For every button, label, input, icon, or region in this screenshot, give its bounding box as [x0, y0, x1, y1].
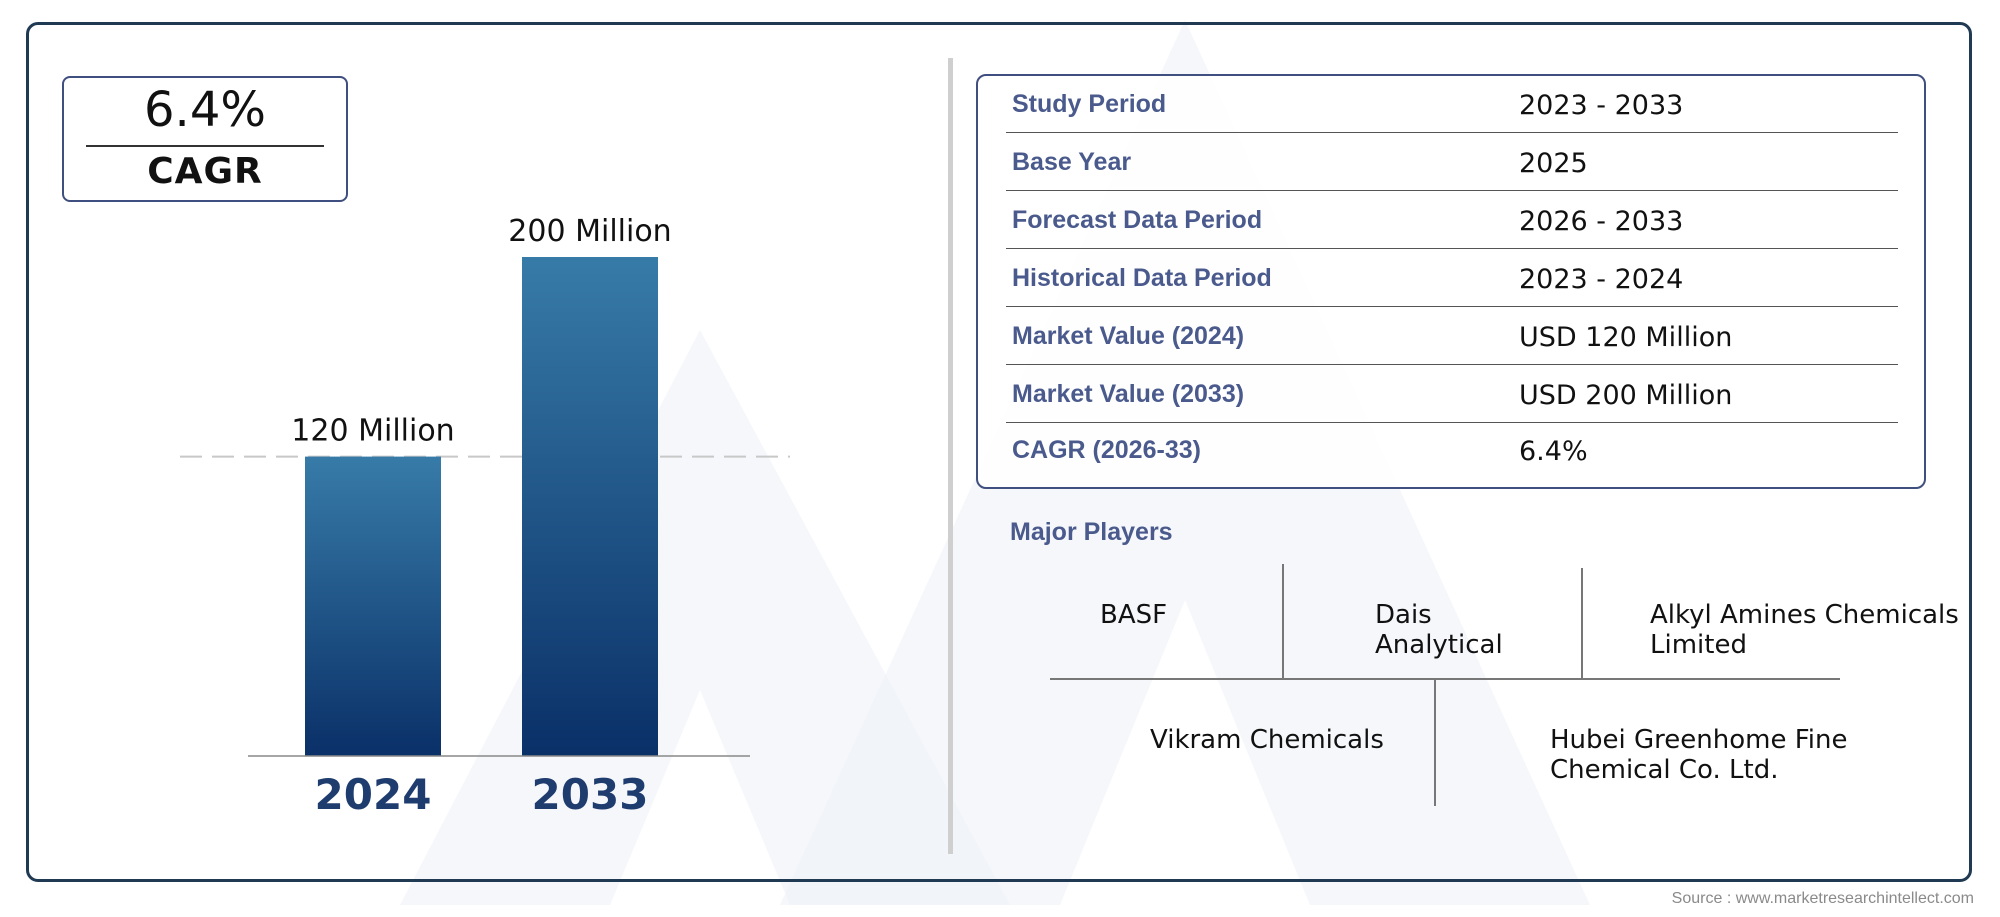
- infographic-frame: [26, 22, 1972, 882]
- row-value: USD 120 Million: [1519, 322, 1733, 353]
- x-tick-label: 2033: [532, 770, 649, 819]
- table-row: CAGR (2026-33) 6.4%: [1006, 422, 1898, 478]
- market-value-bar-chart: 120 Million 2024 200 Million 2033: [180, 214, 790, 819]
- row-value: 6.4%: [1519, 436, 1588, 467]
- row-label: Market Value (2033): [1012, 380, 1245, 408]
- data-label: 120 Million: [291, 414, 454, 449]
- row-value: 2026 - 2033: [1519, 206, 1684, 237]
- player-name: Vikram Chemicals: [1150, 725, 1384, 755]
- player-name: Hubei Greenhome Fine Chemical Co. Ltd.: [1550, 725, 1848, 785]
- data-label: 200 Million: [508, 214, 671, 249]
- row-label: Forecast Data Period: [1012, 206, 1263, 234]
- player-divider: [1434, 680, 1436, 806]
- bar: [305, 456, 441, 756]
- row-label: Base Year: [1012, 148, 1132, 176]
- bar: [522, 257, 658, 756]
- player-name: Dais Analytical: [1375, 600, 1503, 660]
- row-value: USD 200 Million: [1519, 380, 1733, 411]
- row-label: Historical Data Period: [1012, 264, 1272, 292]
- row-label: Study Period: [1012, 90, 1167, 118]
- player-divider: [1282, 564, 1284, 678]
- cagr-value: 6.4%: [144, 82, 266, 138]
- panel-divider: [948, 58, 953, 854]
- source-credit: Source : www.marketresearchintellect.com: [1671, 890, 1974, 907]
- cagr-label: CAGR: [147, 151, 263, 192]
- row-value: 2025: [1519, 148, 1588, 179]
- table-row: Historical Data Period 2023 - 2024: [1006, 250, 1898, 307]
- table-row: Market Value (2024) USD 120 Million: [1006, 308, 1898, 365]
- table-row: Study Period 2023 - 2033: [1006, 76, 1898, 133]
- market-details-table: Study Period 2023 - 2033 Base Year 2025 …: [976, 74, 1926, 489]
- major-players-title: Major Players: [1010, 518, 1173, 546]
- player-divider: [1581, 568, 1583, 678]
- row-label: Market Value (2024): [1012, 322, 1245, 350]
- table-row: Forecast Data Period 2026 - 2033: [1006, 192, 1898, 249]
- row-label: CAGR (2026-33): [1012, 436, 1201, 464]
- table-row: Market Value (2033) USD 200 Million: [1006, 366, 1898, 423]
- row-value: 2023 - 2024: [1519, 264, 1684, 295]
- player-name: BASF: [1100, 600, 1168, 630]
- table-row: Base Year 2025: [1006, 134, 1898, 191]
- player-divider: [1050, 678, 1840, 680]
- cagr-card: 6.4% CAGR: [62, 76, 348, 202]
- cagr-divider: [86, 145, 324, 147]
- player-name: Alkyl Amines Chemicals Limited: [1650, 600, 1959, 660]
- x-tick-label: 2024: [315, 770, 432, 819]
- row-value: 2023 - 2033: [1519, 90, 1684, 121]
